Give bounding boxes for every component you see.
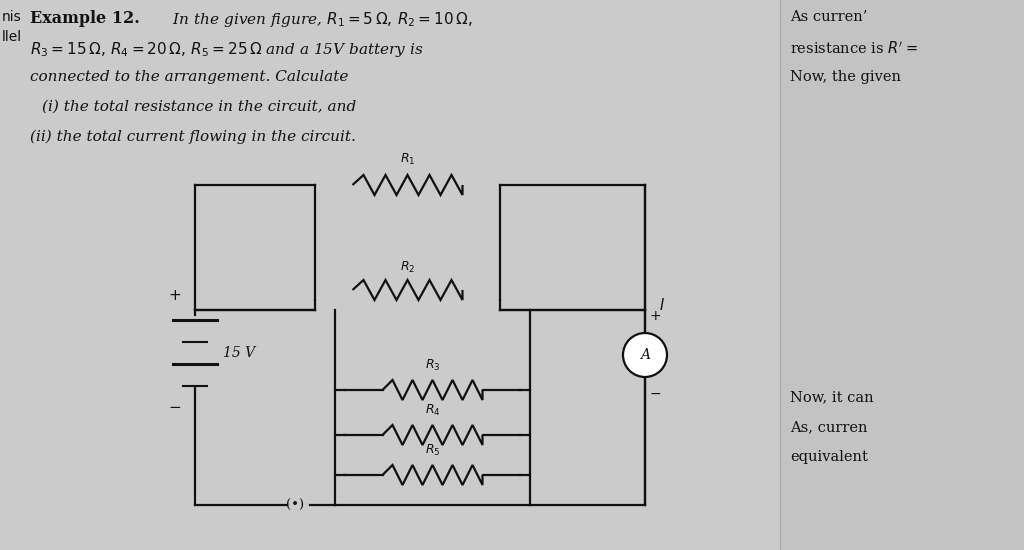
Text: nis: nis (2, 10, 22, 24)
Text: $R_1$: $R_1$ (399, 152, 415, 167)
Text: 15 V: 15 V (223, 346, 255, 360)
Text: Now, it can: Now, it can (790, 390, 873, 404)
Text: In the given figure, $R_1=5\,\Omega,\,R_2=10\,\Omega,$: In the given figure, $R_1=5\,\Omega,\,R_… (168, 10, 473, 29)
Bar (780, 0, 1024, 550)
Text: $R_5$: $R_5$ (425, 443, 440, 458)
Text: −: − (649, 387, 660, 401)
Text: (ii) the total current flowing in the circuit.: (ii) the total current flowing in the ci… (30, 130, 356, 145)
Text: $R_2$: $R_2$ (399, 260, 415, 275)
Text: resistance is $R'=$: resistance is $R'=$ (790, 40, 918, 57)
Text: As curren’: As curren’ (790, 10, 867, 24)
Text: (•): (•) (286, 498, 304, 512)
Text: +: + (649, 309, 660, 323)
Text: A: A (640, 348, 650, 362)
Text: Example 12.: Example 12. (30, 10, 139, 27)
Text: +: + (169, 288, 181, 303)
Text: $R_3=15\,\Omega,\,R_4=20\,\Omega,\,R_5=25\,\Omega$ and a 15V battery is: $R_3=15\,\Omega,\,R_4=20\,\Omega,\,R_5=2… (30, 40, 424, 59)
Text: connected to the arrangement. Calculate: connected to the arrangement. Calculate (30, 70, 348, 84)
Text: (i) the total resistance in the circuit, and: (i) the total resistance in the circuit,… (42, 100, 356, 114)
Text: equivalent: equivalent (790, 450, 868, 464)
Text: As, curren: As, curren (790, 420, 867, 434)
Text: −: − (169, 400, 181, 415)
Text: $R_4$: $R_4$ (425, 403, 440, 418)
Text: $R_3$: $R_3$ (425, 358, 440, 373)
Text: $I$: $I$ (659, 297, 665, 313)
Circle shape (623, 333, 667, 377)
Text: Now, the given: Now, the given (790, 70, 901, 84)
Text: llel: llel (2, 30, 23, 44)
